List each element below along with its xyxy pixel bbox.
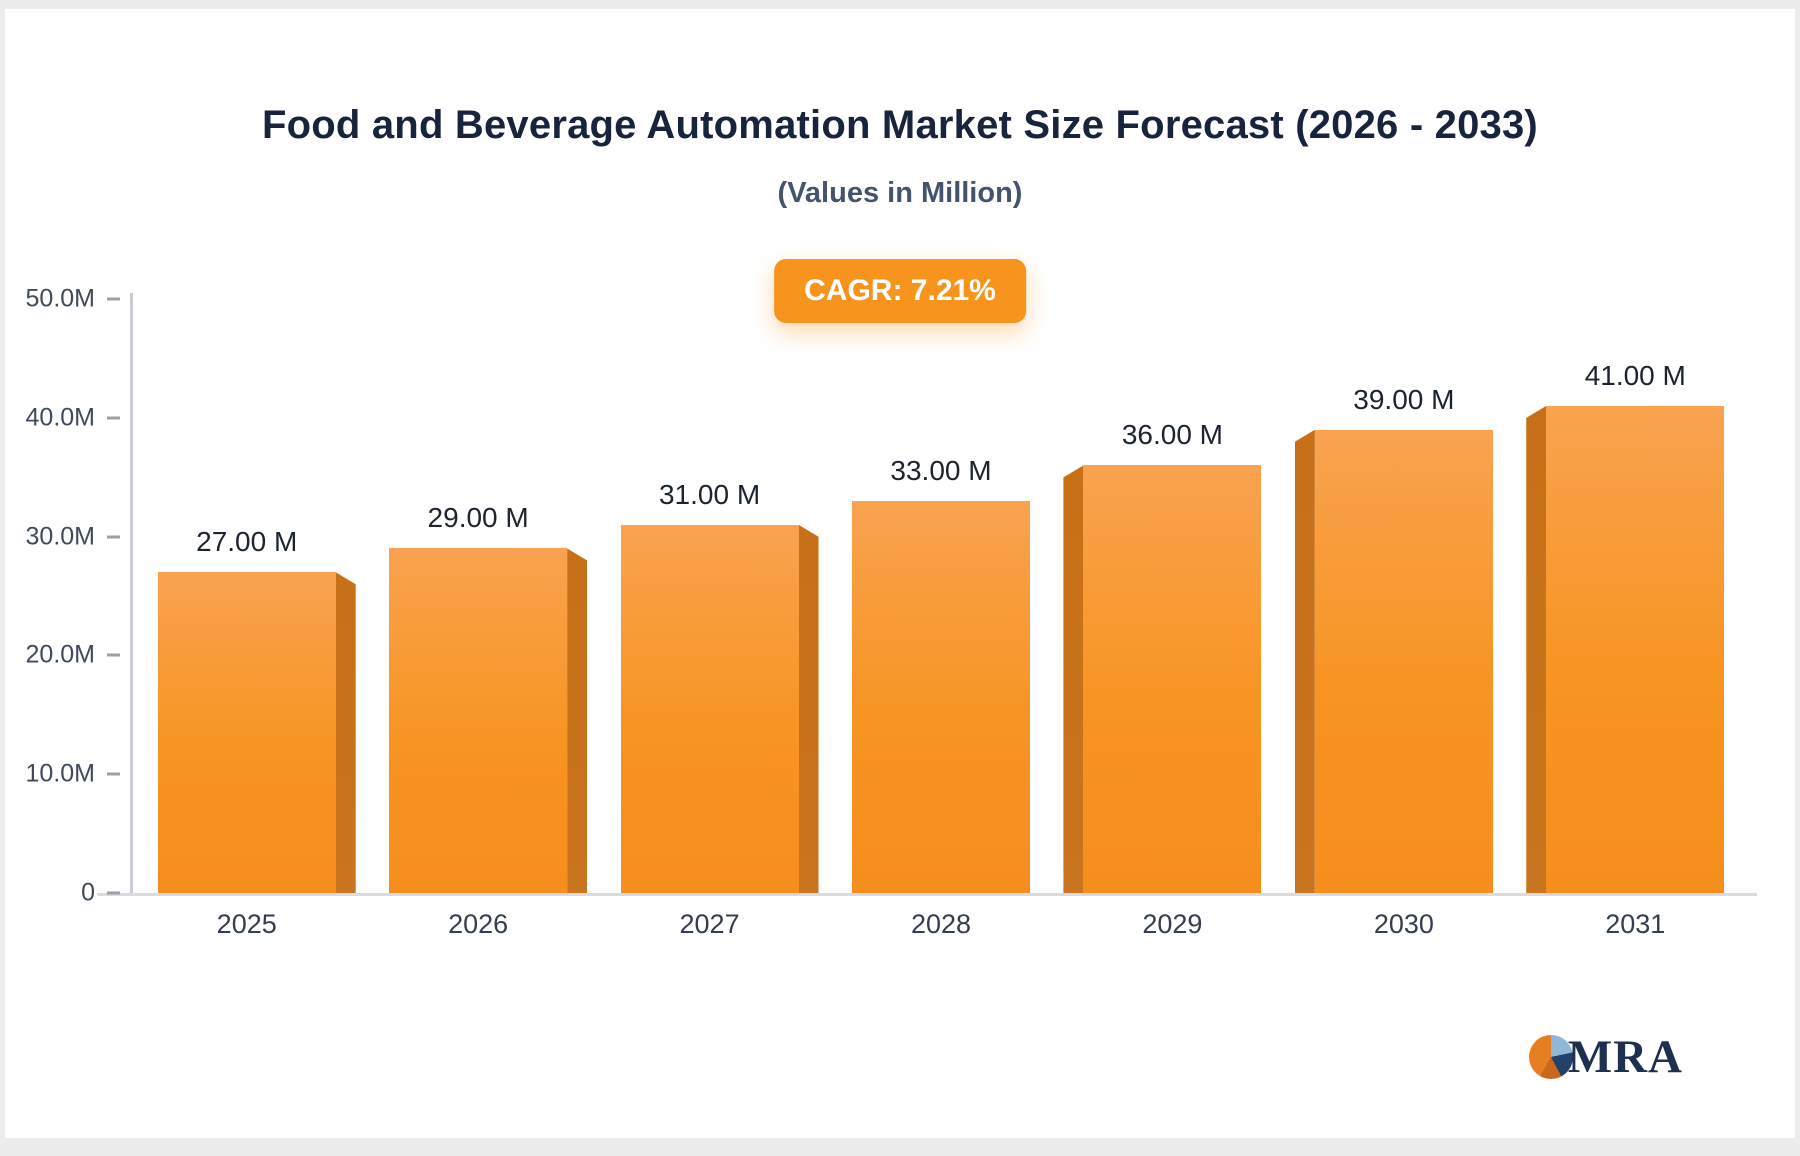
bar-slot-2030: 39.00 M 2030 [1288, 299, 1519, 939]
chart-subtitle: (Values in Million) [777, 177, 1023, 209]
y-tick-label: 10.0M [25, 759, 95, 788]
y-tick-mark [107, 297, 120, 301]
x-tick-label: 2029 [1142, 909, 1203, 939]
bar-value-label: 27.00 M [196, 526, 298, 558]
bar-2028 [851, 500, 1030, 893]
bar-slot-2031: 41.00 M 2031 [1520, 299, 1751, 939]
bar-2030 [1294, 429, 1493, 893]
y-tick-mark [107, 653, 120, 657]
bar-value-label: 41.00 M [1584, 359, 1686, 391]
bar-slot-2027: 31.00 M 2027 [594, 299, 825, 939]
x-tick-label: 2025 [216, 909, 277, 939]
mra-logo-pie-icon [1528, 1035, 1573, 1079]
y-tick-label: 40.0M [25, 403, 95, 432]
chart-canvas: Food and Beverage Automation Market Size… [5, 9, 1795, 1138]
bar-slot-2025: 27.00 M 2025 [131, 299, 362, 939]
y-tick-label: 30.0M [25, 522, 95, 551]
x-tick-label: 2026 [448, 909, 509, 939]
bar-side-face [1526, 405, 1547, 893]
mra-logo: MRA [1528, 1030, 1683, 1084]
x-tick-label: 2027 [679, 909, 740, 939]
plot-area: 0 10.0M 20.0M 30.0M 40.0M 50.0M 27.00 M 2025 29.… [26, 285, 1757, 939]
x-axis-line [97, 893, 1757, 896]
bar-value-label: 39.00 M [1353, 383, 1455, 415]
bar-2031 [1526, 405, 1725, 893]
y-tick-mark [107, 891, 120, 895]
bar-slot-2029: 36.00 M 2029 [1057, 299, 1288, 939]
bar-2029 [1063, 465, 1262, 893]
x-tick-label: 2028 [910, 909, 972, 939]
bar-2027 [620, 524, 819, 893]
bar-value-label: 33.00 M [890, 454, 992, 486]
bar-side-face [798, 524, 819, 893]
y-tick-label: 0 [81, 878, 95, 907]
bar-value-label: 36.00 M [1121, 419, 1223, 451]
mra-logo-text: MRA [1567, 1031, 1683, 1083]
x-tick-label: 2030 [1373, 909, 1434, 939]
bar-slot-2026: 29.00 M 2026 [362, 299, 593, 939]
cagr-badge: CAGR: 7.21% [774, 259, 1026, 323]
bar-side-face [1294, 429, 1315, 893]
bar-value-label: 29.00 M [427, 502, 529, 534]
y-tick-mark [107, 416, 120, 420]
y-tick-label: 20.0M [25, 640, 95, 669]
y-tick-mark [107, 772, 120, 776]
bar-side-face [567, 548, 588, 893]
chart-title: Food and Beverage Automation Market Size… [262, 103, 1538, 147]
bar-side-face [1063, 465, 1084, 893]
bar-2026 [389, 548, 588, 893]
bar-value-label: 31.00 M [658, 478, 761, 510]
bar-slot-2028: 33.00 M 2028 [825, 299, 1056, 939]
y-axis-line [130, 293, 133, 893]
bar-2025 [157, 572, 356, 893]
y-tick-label: 50.0M [25, 284, 95, 313]
bar-side-face [335, 572, 356, 893]
y-tick-mark [107, 535, 120, 539]
x-tick-label: 2031 [1605, 909, 1666, 939]
